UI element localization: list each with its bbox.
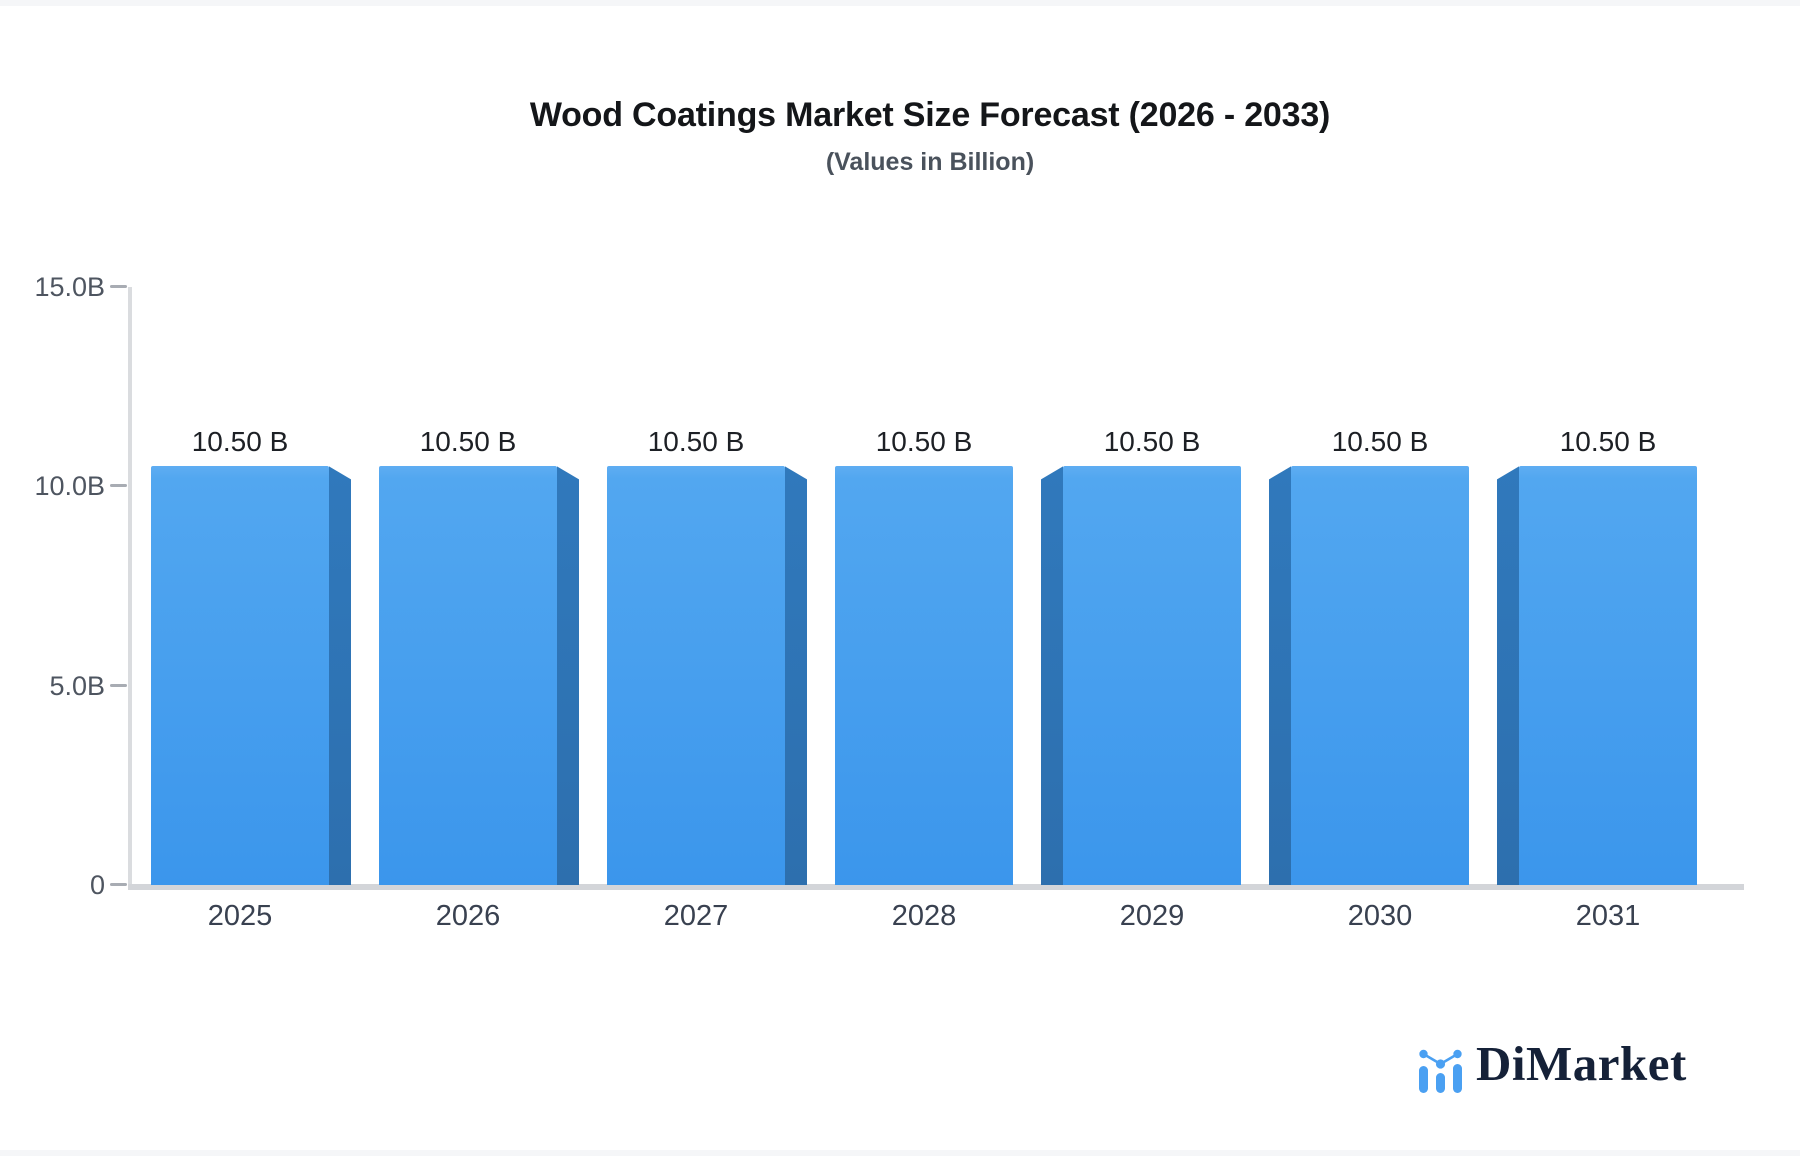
bar-value-label-2027: 10.50 B: [647, 426, 745, 458]
y-tick-mark: [110, 683, 127, 687]
x-axis-label-2026: 2026: [435, 900, 501, 932]
bar-3d-side-2030: [1269, 466, 1291, 885]
y-tick-label: 10.0B: [34, 471, 105, 502]
bar-value-label-2029: 10.50 B: [1103, 426, 1201, 458]
x-axis-label-2029: 2029: [1119, 900, 1185, 932]
bar-2028[interactable]: [835, 466, 1013, 885]
brand-name: DiMarket: [1476, 1036, 1687, 1091]
y-tick-label: 5.0B: [49, 670, 105, 701]
bar-chart-logo-icon: [1419, 1049, 1462, 1093]
y-tick-mark: [110, 484, 127, 488]
bar-3d-side-2026: [557, 466, 579, 885]
x-axis-label-2028: 2028: [891, 900, 957, 932]
bar-2031[interactable]: [1519, 466, 1697, 885]
bar-3d-side-2027: [785, 466, 807, 885]
bar-value-label-2030: 10.50 B: [1331, 426, 1429, 458]
page-bottom-edge: [0, 1150, 1800, 1156]
x-axis-label-2025: 2025: [207, 900, 273, 932]
y-axis-line: [128, 287, 132, 886]
page-top-edge: [0, 0, 1800, 6]
bar-value-label-2025: 10.50 B: [191, 426, 289, 458]
x-axis-label-2030: 2030: [1347, 900, 1413, 932]
bar-2026[interactable]: [379, 466, 557, 885]
y-tick-label: 0: [89, 870, 105, 900]
x-axis-line: [128, 884, 1744, 890]
chart-subtitle: (Values in Billion): [825, 148, 1035, 176]
y-tick-label: 15.0B: [34, 272, 105, 302]
bar-value-label-2028: 10.50 B: [875, 426, 973, 458]
x-axis-label-2027: 2027: [663, 900, 729, 932]
bar-3d-side-2029: [1041, 466, 1063, 885]
bar-2025[interactable]: [151, 466, 329, 885]
y-tick-mark: [110, 883, 127, 886]
bar-2027[interactable]: [607, 466, 785, 885]
brand-logo[interactable]: DiMarket: [1418, 1036, 1687, 1094]
bar-3d-side-2031: [1497, 466, 1519, 885]
x-axis-label-2031: 2031: [1575, 900, 1641, 932]
bar-value-label-2031: 10.50 B: [1559, 426, 1657, 458]
bar-3d-side-2025: [329, 466, 351, 885]
chart-title: Wood Coatings Market Size Forecast (2026…: [529, 96, 1331, 134]
y-tick-mark: [110, 285, 127, 288]
bar-2029[interactable]: [1063, 466, 1241, 885]
bar-value-label-2026: 10.50 B: [419, 426, 517, 458]
bar-2030[interactable]: [1291, 466, 1469, 885]
